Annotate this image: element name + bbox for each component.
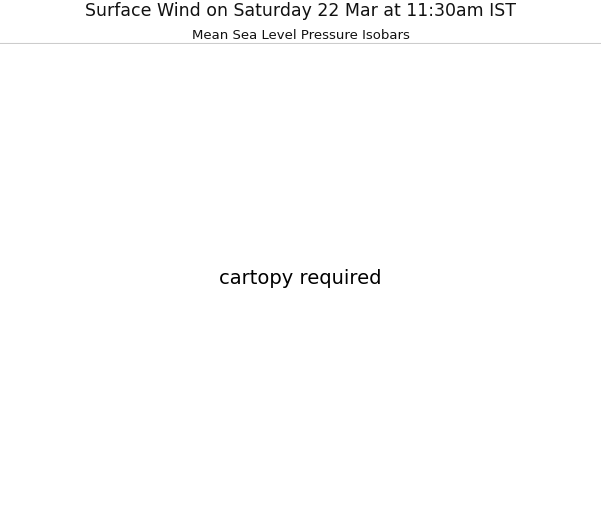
Text: cartopy required: cartopy required — [219, 269, 382, 288]
Text: Mean Sea Level Pressure Isobars: Mean Sea Level Pressure Isobars — [192, 29, 409, 42]
Text: Surface Wind on Saturday 22 Mar at 11:30am IST: Surface Wind on Saturday 22 Mar at 11:30… — [85, 2, 516, 20]
